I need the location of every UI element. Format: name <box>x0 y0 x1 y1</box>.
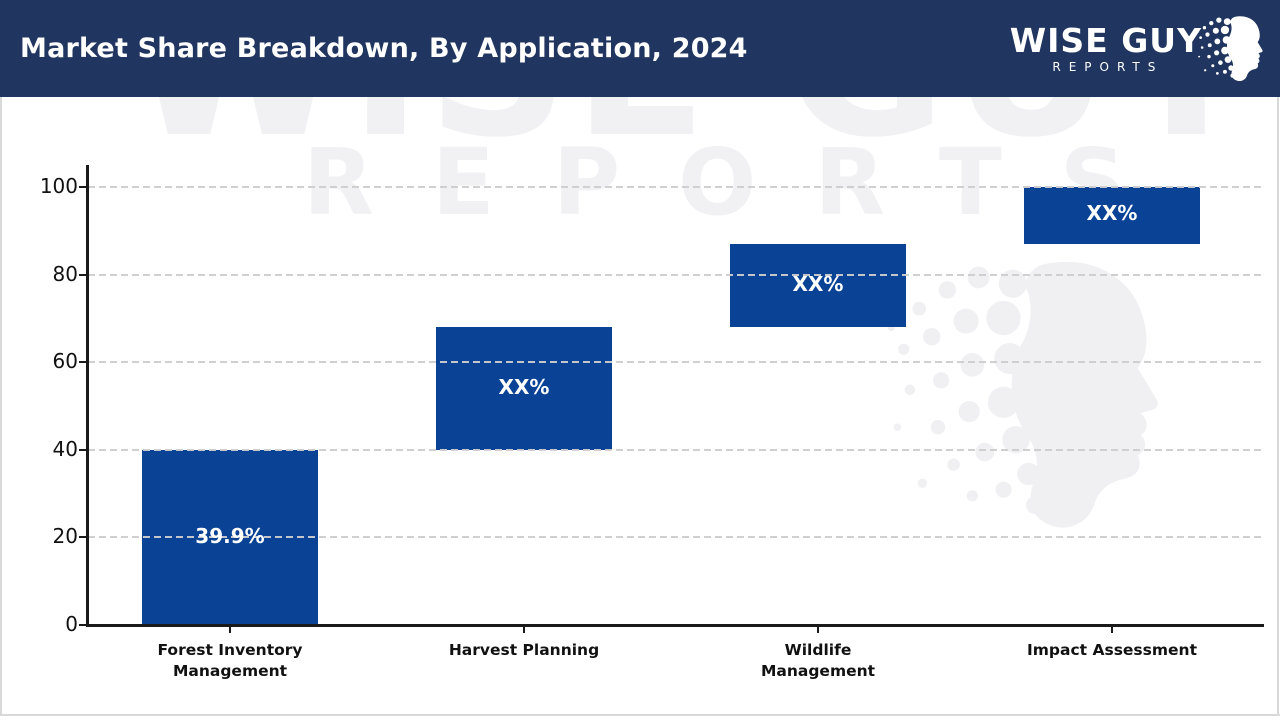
y-tick-mark <box>79 536 88 539</box>
figure-header: Market Share Breakdown, By Application, … <box>0 0 1280 97</box>
bar-value-label: XX% <box>498 374 550 399</box>
y-tick-mark <box>79 361 88 364</box>
x-tick-mark <box>229 625 231 633</box>
watermark-text-2: REPORTS <box>303 129 1185 236</box>
brand-logo: WISE GUY REPORTS <box>1010 6 1266 92</box>
x-tick-mark <box>1111 625 1113 633</box>
figure-title: Market Share Breakdown, By Application, … <box>20 33 748 64</box>
y-tick-label: 60 <box>52 349 78 374</box>
gridline <box>88 273 1264 276</box>
brand-name: WISE GUY <box>1009 20 1202 60</box>
y-tick-label: 40 <box>52 436 78 461</box>
bar-value-label: 39.9% <box>195 523 265 548</box>
gridline <box>88 536 1264 539</box>
x-axis-line <box>86 624 1264 627</box>
y-tick-label: 80 <box>52 261 78 286</box>
x-category-label: Harvest Planning <box>448 641 600 659</box>
y-tick-mark <box>79 186 88 188</box>
bar-2 <box>436 327 612 451</box>
y-axis-line <box>86 165 89 627</box>
y-tick-mark <box>79 624 88 626</box>
frame-left <box>0 97 2 716</box>
x-category-label: Wildlife Management <box>760 641 876 680</box>
brand-subtitle: REPORTS <box>1052 59 1164 74</box>
bar-3 <box>730 243 906 328</box>
y-tick-label: 20 <box>52 524 78 549</box>
brand-head-icon <box>1190 6 1266 92</box>
watermark-text-1: WISE GUY <box>128 97 1262 165</box>
bar-value-label: XX% <box>1086 201 1138 226</box>
bar-value-label: XX% <box>792 271 844 296</box>
gridline <box>88 361 1264 364</box>
y-tick-label: 100 <box>39 174 78 198</box>
x-tick-mark <box>523 625 525 633</box>
y-tick-mark <box>79 448 88 451</box>
gridline <box>88 448 1264 451</box>
y-tick-mark <box>79 273 88 276</box>
x-category-label: Forest Inventory Management <box>157 641 303 680</box>
frame-bottom <box>0 714 1280 716</box>
bar-4 <box>1024 187 1200 244</box>
gridline <box>88 186 1264 188</box>
x-category-label: Impact Assessment <box>1027 641 1197 659</box>
x-tick-mark <box>817 625 819 633</box>
frame-right <box>1277 97 1279 716</box>
y-tick-label: 0 <box>65 612 78 636</box>
